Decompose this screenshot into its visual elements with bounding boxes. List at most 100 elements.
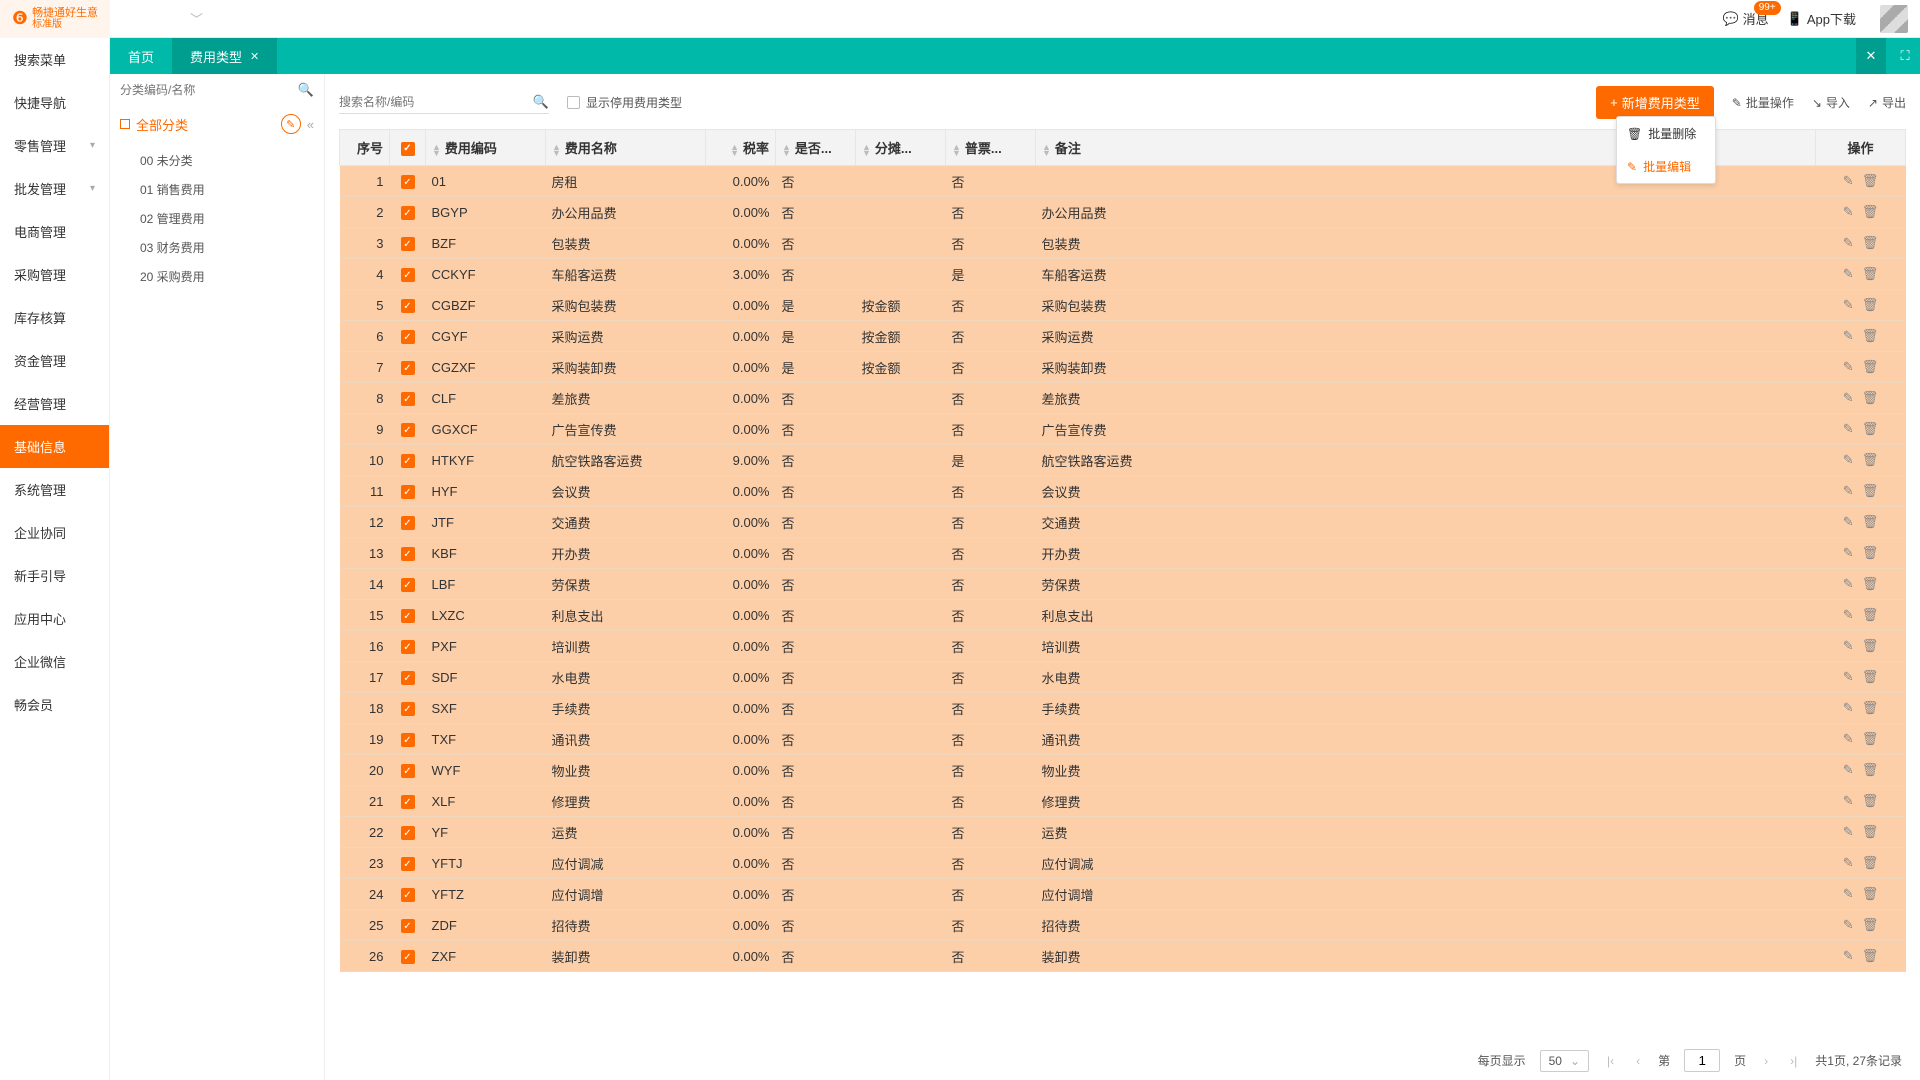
last-page-button[interactable]: ›| — [1786, 1054, 1801, 1068]
app-download-button[interactable]: 📱 App下载 — [1787, 9, 1856, 28]
row-edit-button[interactable]: ✎ — [1843, 917, 1854, 932]
search-icon[interactable]: 🔍 — [298, 82, 314, 98]
cell-checkbox[interactable]: ✓ — [390, 569, 426, 600]
table-row[interactable]: 24✓YFTZ应付调增0.00%否否应付调增✎🗑 — [340, 879, 1906, 910]
category-item-2[interactable]: 02 管理费用 — [130, 204, 324, 233]
row-edit-button[interactable]: ✎ — [1843, 886, 1854, 901]
table-row[interactable]: 25✓ZDF招待费0.00%否否招待费✎🗑 — [340, 910, 1906, 941]
row-delete-button[interactable]: 🗑 — [1862, 297, 1879, 312]
row-delete-button[interactable]: 🗑 — [1862, 669, 1879, 684]
col-rate[interactable]: ▲▼税率 — [706, 130, 776, 166]
nav-item-3[interactable]: 批发管理▾ — [0, 167, 109, 210]
company-selector[interactable]: ﹀ — [110, 9, 223, 28]
nav-item-5[interactable]: 采购管理 — [0, 253, 109, 296]
table-search-input[interactable] — [339, 91, 533, 113]
nav-item-0[interactable]: 搜索菜单 — [0, 38, 109, 81]
table-row[interactable]: 2✓BGYP办公用品费0.00%否否办公用品费✎🗑 — [340, 197, 1906, 228]
row-delete-button[interactable]: 🗑 — [1862, 886, 1879, 901]
nav-item-15[interactable]: 畅会员 — [0, 683, 109, 726]
row-delete-button[interactable]: 🗑 — [1862, 390, 1879, 405]
col-isX[interactable]: ▲▼是否... — [776, 130, 856, 166]
table-row[interactable]: 26✓ZXF装卸费0.00%否否装卸费✎🗑 — [340, 941, 1906, 972]
row-delete-button[interactable]: 🗑 — [1862, 917, 1879, 932]
col-alloc[interactable]: ▲▼分摊... — [856, 130, 946, 166]
table-row[interactable]: 9✓GGXCF广告宣传费0.00%否否广告宣传费✎🗑 — [340, 414, 1906, 445]
row-delete-button[interactable]: 🗑 — [1862, 452, 1879, 467]
cell-checkbox[interactable]: ✓ — [390, 290, 426, 321]
col-bill[interactable]: ▲▼普票... — [946, 130, 1036, 166]
bulk-actions-button[interactable]: ✎ 批量操作 — [1732, 94, 1794, 111]
row-edit-button[interactable]: ✎ — [1843, 793, 1854, 808]
cell-checkbox[interactable]: ✓ — [390, 414, 426, 445]
row-edit-button[interactable]: ✎ — [1843, 452, 1854, 467]
table-row[interactable]: 6✓CGYF采购运费0.00%是按金额否采购运费✎🗑 — [340, 321, 1906, 352]
nav-item-7[interactable]: 资金管理 — [0, 339, 109, 382]
cell-checkbox[interactable]: ✓ — [390, 259, 426, 290]
row-delete-button[interactable]: 🗑 — [1862, 762, 1879, 777]
cell-checkbox[interactable]: ✓ — [390, 848, 426, 879]
row-edit-button[interactable]: ✎ — [1843, 948, 1854, 963]
row-edit-button[interactable]: ✎ — [1843, 483, 1854, 498]
cell-checkbox[interactable]: ✓ — [390, 817, 426, 848]
row-edit-button[interactable]: ✎ — [1843, 235, 1854, 250]
search-icon[interactable]: 🔍 — [533, 94, 549, 110]
nav-item-12[interactable]: 新手引导 — [0, 554, 109, 597]
cell-checkbox[interactable]: ✓ — [390, 538, 426, 569]
cell-checkbox[interactable]: ✓ — [390, 476, 426, 507]
table-row[interactable]: 18✓SXF手续费0.00%否否手续费✎🗑 — [340, 693, 1906, 724]
show-disabled-checkbox[interactable]: 显示停用费用类型 — [567, 94, 682, 111]
all-categories-button[interactable]: 全部分类 — [120, 115, 188, 134]
nav-item-11[interactable]: 企业协同 — [0, 511, 109, 554]
export-button[interactable]: ↗ 导出 — [1868, 94, 1906, 111]
row-delete-button[interactable]: 🗑 — [1862, 638, 1879, 653]
category-search-input[interactable] — [120, 83, 298, 97]
table-row[interactable]: 16✓PXF培训费0.00%否否培训费✎🗑 — [340, 631, 1906, 662]
cell-checkbox[interactable]: ✓ — [390, 879, 426, 910]
row-edit-button[interactable]: ✎ — [1843, 607, 1854, 622]
cell-checkbox[interactable]: ✓ — [390, 197, 426, 228]
cell-checkbox[interactable]: ✓ — [390, 445, 426, 476]
bulk-delete-item[interactable]: 🗑 批量删除 — [1617, 117, 1715, 150]
cell-checkbox[interactable]: ✓ — [390, 755, 426, 786]
cell-checkbox[interactable]: ✓ — [390, 352, 426, 383]
row-edit-button[interactable]: ✎ — [1843, 545, 1854, 560]
nav-item-2[interactable]: 零售管理▾ — [0, 124, 109, 167]
row-delete-button[interactable]: 🗑 — [1862, 359, 1879, 374]
nav-item-9[interactable]: 基础信息 — [0, 425, 109, 468]
category-item-4[interactable]: 20 采购费用 — [130, 262, 324, 291]
row-delete-button[interactable]: 🗑 — [1862, 948, 1879, 963]
row-edit-button[interactable]: ✎ — [1843, 700, 1854, 715]
cell-checkbox[interactable]: ✓ — [390, 724, 426, 755]
row-edit-button[interactable]: ✎ — [1843, 731, 1854, 746]
prev-page-button[interactable]: ‹ — [1632, 1054, 1644, 1068]
bulk-edit-item[interactable]: ✎ 批量编辑 — [1617, 150, 1715, 183]
col-index[interactable]: 序号 — [340, 130, 390, 166]
cell-checkbox[interactable]: ✓ — [390, 693, 426, 724]
next-page-button[interactable]: › — [1760, 1054, 1772, 1068]
table-row[interactable]: 17✓SDF水电费0.00%否否水电费✎🗑 — [340, 662, 1906, 693]
cell-checkbox[interactable]: ✓ — [390, 631, 426, 662]
row-delete-button[interactable]: 🗑 — [1862, 235, 1879, 250]
row-edit-button[interactable]: ✎ — [1843, 514, 1854, 529]
table-row[interactable]: 3✓BZF包装费0.00%否否包装费✎🗑 — [340, 228, 1906, 259]
nav-item-10[interactable]: 系统管理 — [0, 468, 109, 511]
nav-item-8[interactable]: 经营管理 — [0, 382, 109, 425]
first-page-button[interactable]: |‹ — [1603, 1054, 1618, 1068]
table-row[interactable]: 4✓CCKYF车船客运费3.00%否是车船客运费✎🗑 — [340, 259, 1906, 290]
category-item-1[interactable]: 01 销售费用 — [130, 175, 324, 204]
row-delete-button[interactable]: 🗑 — [1862, 266, 1879, 281]
close-icon[interactable]: ✕ — [250, 50, 259, 63]
row-edit-button[interactable]: ✎ — [1843, 421, 1854, 436]
edit-categories-button[interactable]: ✎ — [281, 114, 301, 134]
nav-item-6[interactable]: 库存核算 — [0, 296, 109, 339]
row-edit-button[interactable]: ✎ — [1843, 173, 1854, 188]
table-row[interactable]: 21✓XLF修理费0.00%否否修理费✎🗑 — [340, 786, 1906, 817]
cell-checkbox[interactable]: ✓ — [390, 228, 426, 259]
row-edit-button[interactable]: ✎ — [1843, 855, 1854, 870]
cell-checkbox[interactable]: ✓ — [390, 383, 426, 414]
row-delete-button[interactable]: 🗑 — [1862, 421, 1879, 436]
table-row[interactable]: 10✓HTKYF航空铁路客运费9.00%否是航空铁路客运费✎🗑 — [340, 445, 1906, 476]
row-delete-button[interactable]: 🗑 — [1862, 793, 1879, 808]
row-delete-button[interactable]: 🗑 — [1862, 700, 1879, 715]
row-delete-button[interactable]: 🗑 — [1862, 545, 1879, 560]
